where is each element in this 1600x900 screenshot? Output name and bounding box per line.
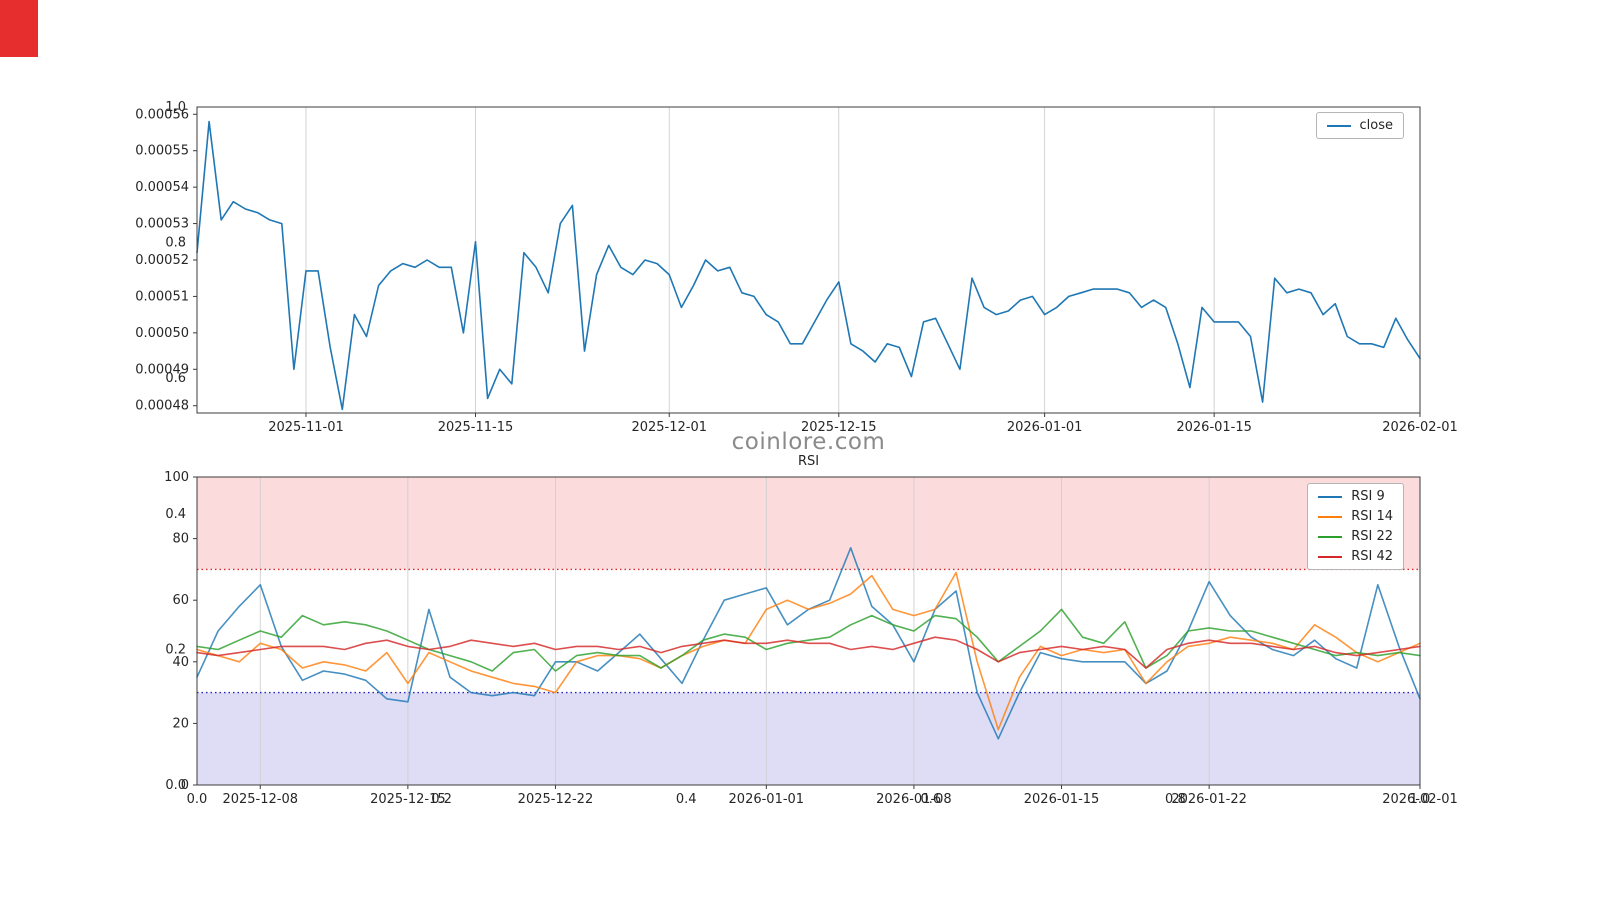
rsi-9-line-sample <box>1318 495 1343 498</box>
y-tick-label: 100 <box>164 470 189 485</box>
x-tick-label: 2026-01-15 <box>1176 420 1252 435</box>
close-line <box>196 120 1421 411</box>
figure-axis-ticks: 1.0 0.8 0.6 0.4 0.2 0.00.0 0.2 0.4 0.6 0.8 1.0 <box>165 100 1430 807</box>
x-tick-label: 2026-01-01 <box>729 792 805 807</box>
legend-label-rsi-9: RSI 9 <box>1351 489 1385 504</box>
close-line-sample <box>1326 124 1351 127</box>
y-tick-label: 0.00054 <box>135 180 189 195</box>
x-tick-label: 2026-02-01 <box>1382 792 1458 807</box>
legend-label-close: close <box>1359 118 1393 133</box>
rsi-42-line-sample <box>1318 555 1343 558</box>
x-tick-label: 2026-01-08 <box>876 792 952 807</box>
plot-border <box>196 106 1421 414</box>
legend-label-rsi-14: RSI 14 <box>1351 509 1393 524</box>
x-tick-label: 2025-11-15 <box>438 420 514 435</box>
rsi-14-line-sample <box>1318 515 1343 518</box>
x-tick-label: 2025-12-15 <box>370 792 446 807</box>
legend-label-rsi-22: RSI 22 <box>1351 529 1393 544</box>
legend-item-rsi-9: RSI 9 <box>1318 489 1393 504</box>
x-tick-label: 2025-12-01 <box>631 420 707 435</box>
figure-y-tick-label: 0.0 <box>165 778 186 793</box>
rsi-legend: RSI 9 RSI 14 RSI 22 RSI 42 <box>1307 483 1404 570</box>
figure-y-tick-label: 0.6 <box>165 371 186 386</box>
rsi-plot: 0 20 40 60 80 100 2025-12-08 2025-12-15 2025-12-… <box>164 470 1458 807</box>
figure-y-tick-label: 1.0 <box>165 100 186 115</box>
figure-x-tick-label: 0.4 <box>676 792 697 807</box>
watermark: coinlore.com <box>731 429 886 455</box>
y-tick-label: 80 <box>172 532 189 547</box>
rsi-22-line-sample <box>1318 535 1343 538</box>
figure-x-tick-label: 1.0 <box>1410 792 1431 807</box>
y-tick-label: 40 <box>172 655 189 670</box>
y-tick-label: 0.00055 <box>135 144 189 159</box>
legend-item-rsi-14: RSI 14 <box>1318 509 1393 524</box>
overbought-band <box>197 477 1420 570</box>
y-tick-label: 0.00053 <box>135 217 189 232</box>
figure-x-tick-label: 0.0 <box>187 792 208 807</box>
plot-border <box>196 476 1421 786</box>
y-tick-label: 0.00052 <box>135 253 189 268</box>
x-tick-label: 2026-01-15 <box>1024 792 1100 807</box>
legend-item-rsi-42: RSI 42 <box>1318 549 1393 564</box>
y-tick-label: 0.00056 <box>135 107 189 122</box>
y-tick-label: 20 <box>172 716 189 731</box>
legend-item-rsi-22: RSI 22 <box>1318 529 1393 544</box>
x-tick-label: 2026-01-01 <box>1007 420 1083 435</box>
x-tick-label: 2025-11-01 <box>268 420 344 435</box>
legend-item-close: close <box>1326 118 1393 133</box>
figure-x-tick-label: 0.2 <box>431 792 452 807</box>
price-plot: 0.00048 0.00049 0.00050 0.00051 0.00052 0.000… <box>135 106 1458 435</box>
x-tick-label: 2025-12-15 <box>801 420 877 435</box>
x-tick-label: 2026-02-01 <box>1382 420 1458 435</box>
oversold-band <box>197 692 1420 785</box>
figure-x-tick-label: 0.6 <box>920 792 941 807</box>
y-tick-label: 0.00049 <box>135 362 189 377</box>
corner-red-marker <box>0 0 38 57</box>
figure-y-tick-label: 0.2 <box>165 642 186 657</box>
x-tick-label: 2026-01-22 <box>1171 792 1247 807</box>
y-tick-label: 60 <box>172 593 189 608</box>
y-tick-label: 0.00051 <box>135 289 189 304</box>
y-tick-label: 0.00050 <box>135 326 189 341</box>
rsi-chart-title: RSI <box>797 454 820 469</box>
y-tick-label: 0 <box>181 778 189 793</box>
y-tick-label: 0.00048 <box>135 399 189 414</box>
figure-y-tick-label: 0.4 <box>165 507 186 522</box>
legend-label-rsi-42: RSI 42 <box>1351 549 1393 564</box>
figure-y-tick-label: 0.8 <box>165 236 186 251</box>
x-tick-label: 2025-12-08 <box>222 792 298 807</box>
rsi-22-line <box>196 608 1421 672</box>
figure-x-tick-label: 0.8 <box>1165 792 1186 807</box>
x-tick-label: 2025-12-22 <box>518 792 594 807</box>
price-legend: close <box>1315 112 1404 139</box>
rsi-42-line <box>196 636 1421 669</box>
